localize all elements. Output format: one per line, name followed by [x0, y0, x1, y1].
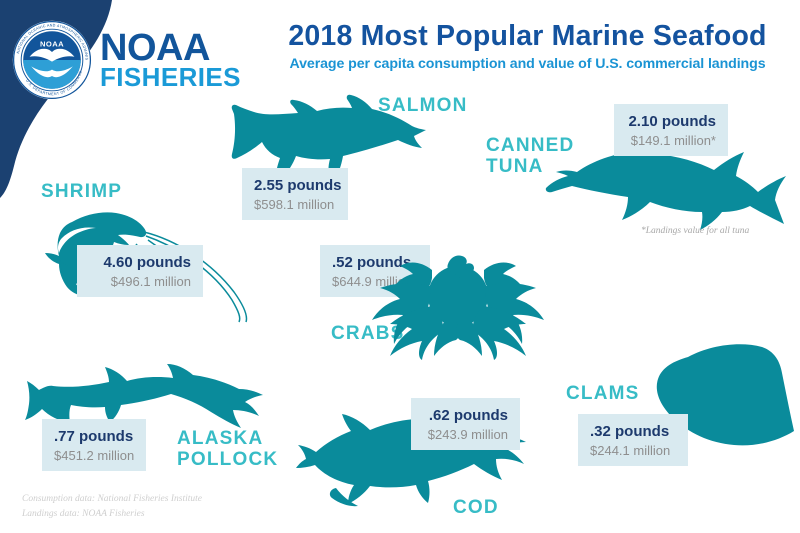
noaa-wordmark: NOAA FISHERIES [100, 26, 241, 92]
pollock-pounds: .77 pounds [54, 428, 134, 445]
info-box-clams: .32 pounds $244.1 million [578, 414, 688, 466]
clams-value: $244.1 million [590, 442, 671, 458]
crab-figure [372, 255, 544, 360]
noaa-logo-lockup: NOAA NATIONAL OCEANIC AND ATMOSPHERIC AD… [12, 20, 241, 100]
source-credits: Consumption data: National Fisheries Ins… [22, 492, 202, 521]
alaska-pollock-figure [25, 364, 263, 428]
page-title: 2018 Most Popular Marine Seafood [288, 20, 767, 52]
salmon-value: $598.1 million [254, 196, 335, 212]
clams-pounds: .32 pounds [590, 423, 670, 440]
noaa-seal-icon: NOAA NATIONAL OCEANIC AND ATMOSPHERIC AD… [12, 20, 92, 100]
species-label-clams: CLAMS [566, 383, 640, 404]
tuna-pounds: 2.10 pounds [628, 113, 716, 130]
species-label-shrimp: SHRIMP [41, 181, 123, 202]
shrimp-pounds: 4.60 pounds [103, 254, 191, 271]
info-box-alaska-pollock: .77 pounds $451.2 million [42, 419, 146, 471]
species-label-alaska-pollock: ALASKA POLLOCK [177, 428, 279, 471]
cod-value: $243.9 million [427, 426, 508, 442]
info-box-shrimp: 4.60 pounds $496.1 million [77, 245, 203, 297]
info-box-canned-tuna: 2.10 pounds $149.1 million* [614, 104, 728, 156]
salmon-figure [231, 94, 426, 180]
svg-text:NOAA: NOAA [40, 40, 64, 49]
tuna-footnote: *Landings value for all tuna [641, 226, 750, 236]
credit-line-landings: Landings data: NOAA Fisheries [22, 508, 145, 519]
noaa-wordmark-main: NOAA [100, 26, 210, 69]
credit-line-consumption: Consumption data: National Fisheries Ins… [22, 494, 202, 504]
tuna-figure [545, 140, 786, 230]
salmon-pounds: 2.55 pounds [254, 177, 342, 194]
species-label-crabs: CRABS [331, 323, 405, 344]
info-box-cod: .62 pounds $243.9 million [411, 398, 520, 450]
crabs-pounds: .52 pounds [332, 254, 412, 271]
clam-figure [656, 344, 794, 446]
cod-pounds: .62 pounds [428, 407, 508, 424]
noaa-wordmark-sub: FISHERIES [100, 61, 241, 92]
species-label-cod: COD [453, 497, 499, 518]
info-box-salmon: 2.55 pounds $598.1 million [242, 168, 348, 220]
species-label-salmon: SALMON [378, 95, 468, 116]
shrimp-value: $496.1 million [110, 273, 191, 289]
page-subtitle: Average per capita consumption and value… [289, 56, 766, 72]
pollock-value: $451.2 million [54, 447, 135, 463]
species-label-canned-tuna: CANNED TUNA [486, 135, 575, 178]
tuna-value: $149.1 million* [630, 132, 716, 148]
